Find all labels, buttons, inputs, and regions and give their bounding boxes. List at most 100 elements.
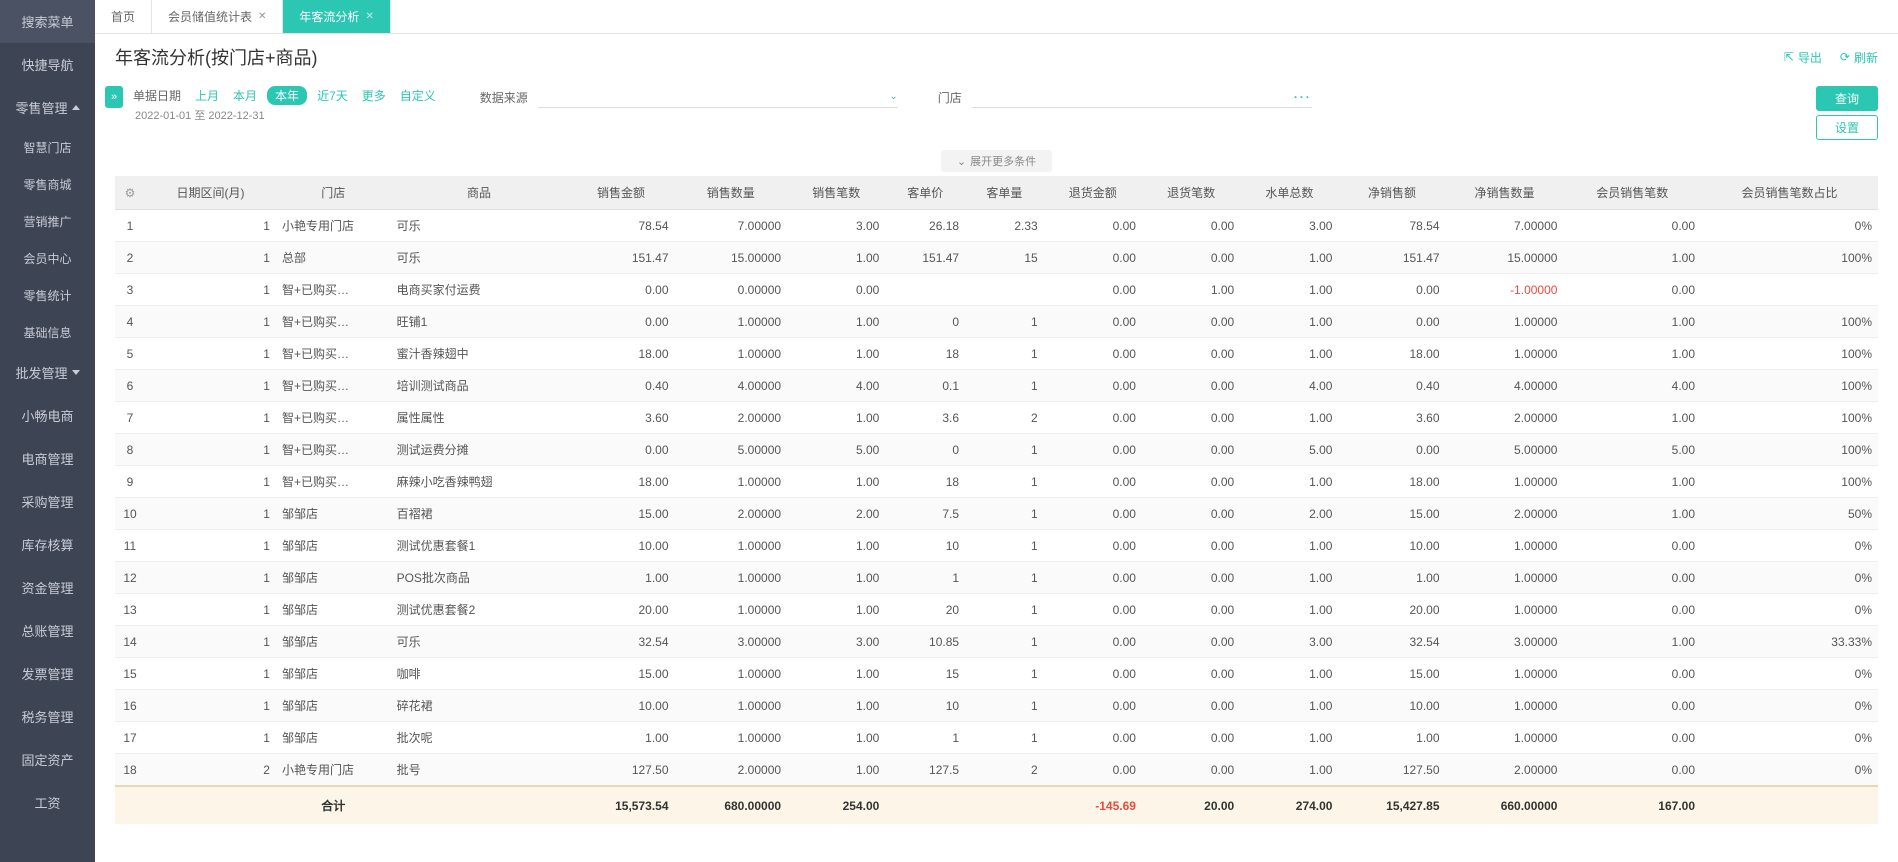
table-cell: 2 — [965, 402, 1044, 434]
table-header-cell[interactable]: 退货笔数 — [1142, 176, 1240, 210]
sidebar-item[interactable]: 零售统计 — [0, 277, 95, 314]
query-button[interactable]: 查询 — [1816, 86, 1878, 111]
date-shortcut[interactable]: 上月 — [191, 86, 223, 105]
sidebar-item[interactable]: 基础信息 — [0, 314, 95, 351]
sidebar-item[interactable]: 小畅电商 — [0, 394, 95, 437]
table-cell: 18.00 — [1338, 466, 1445, 498]
sidebar-item[interactable]: 资金管理 — [0, 566, 95, 609]
table-wrapper[interactable]: ⚙ 日期区间(月)门店商品销售金额销售数量销售笔数客单价客单量退货金额退货笔数水单… — [95, 176, 1898, 862]
tab[interactable]: 年客流分析 ✕ — [283, 0, 390, 33]
table-header-cell[interactable]: 销售笔数 — [787, 176, 885, 210]
table-row[interactable]: 21总部可乐151.4715.000001.00151.47150.000.00… — [115, 242, 1878, 274]
sidebar-item[interactable]: 发票管理 — [0, 652, 95, 695]
table-row[interactable]: 151邹邹店咖啡15.001.000001.001510.000.001.001… — [115, 658, 1878, 690]
sidebar-item[interactable]: 零售商城 — [0, 166, 95, 203]
table-cell: 1.00000 — [1446, 658, 1564, 690]
collapse-handle[interactable]: » — [105, 86, 123, 108]
table-cell: 百褶裙 — [391, 498, 568, 530]
store-dropdown[interactable]: ··· — [972, 86, 1312, 108]
source-dropdown[interactable]: ⌄ — [538, 86, 898, 108]
table-cell: 1 — [145, 530, 276, 562]
table-row[interactable]: 131邹邹店测试优惠套餐220.001.000001.002010.000.00… — [115, 594, 1878, 626]
table-row[interactable]: 31智+已购买…电商买家付运费0.000.000000.000.001.001.… — [115, 274, 1878, 306]
table-cell: 可乐 — [391, 210, 568, 242]
tab[interactable]: 会员储值统计表✕ — [152, 0, 283, 33]
table-header-cell[interactable]: 会员销售笔数 — [1563, 176, 1701, 210]
sidebar-item[interactable]: 库存核算 — [0, 523, 95, 566]
table-row[interactable]: 11小艳专用门店可乐78.547.000003.0026.182.330.000… — [115, 210, 1878, 242]
table-row[interactable]: 51智+已购买…蜜汁香辣翅中18.001.000001.001810.000.0… — [115, 338, 1878, 370]
table-header-cell[interactable]: 商品 — [391, 176, 568, 210]
export-button[interactable]: ⇱ 导出 — [1784, 49, 1822, 66]
table-row[interactable]: 41智+已购买…旺铺10.001.000001.00010.000.001.00… — [115, 306, 1878, 338]
table-row[interactable]: 111邹邹店测试优惠套餐110.001.000001.001010.000.00… — [115, 530, 1878, 562]
table-header-cell[interactable]: 水单总数 — [1240, 176, 1338, 210]
sidebar-item[interactable]: 快捷导航 — [0, 43, 95, 86]
table-cell: 100% — [1701, 338, 1878, 370]
sidebar-item[interactable]: 营销推广 — [0, 203, 95, 240]
table-row[interactable]: 182小艳专用门店批号127.502.000001.00127.520.000.… — [115, 754, 1878, 787]
table-header-cell[interactable]: 退货金额 — [1044, 176, 1142, 210]
sidebar-item[interactable]: 电商管理 — [0, 437, 95, 480]
date-shortcut[interactable]: 更多 — [358, 86, 390, 105]
table-row[interactable]: 161邹邹店碎花裙10.001.000001.001010.000.001.00… — [115, 690, 1878, 722]
table-cell: 0.00 — [1044, 530, 1142, 562]
sidebar-item[interactable]: 工资 — [0, 781, 95, 824]
date-shortcut[interactable]: 本月 — [229, 86, 261, 105]
table-cell: 1 — [145, 690, 276, 722]
tab[interactable]: 首页 — [95, 0, 152, 33]
close-icon[interactable]: ✕ — [258, 11, 266, 22]
date-shortcut[interactable]: 自定义 — [396, 86, 440, 105]
table-row[interactable]: 101邹邹店百褶裙15.002.000002.007.510.000.002.0… — [115, 498, 1878, 530]
date-shortcut[interactable]: 本年 — [267, 86, 307, 105]
refresh-button[interactable]: ⟳ 刷新 — [1840, 49, 1878, 66]
sidebar-item[interactable]: 搜索菜单 — [0, 0, 95, 43]
sidebar-item[interactable]: 采购管理 — [0, 480, 95, 523]
sidebar-item[interactable]: 固定资产 — [0, 738, 95, 781]
table-cell: 2.00000 — [675, 402, 788, 434]
table-cell: 10 — [885, 690, 965, 722]
total-cell: 660.00000 — [1446, 786, 1564, 824]
table-cell: 1.00 — [1240, 466, 1338, 498]
table-row[interactable]: 81智+已购买…测试运费分摊0.005.000005.00010.000.005… — [115, 434, 1878, 466]
table-header-cell[interactable]: 净销售额 — [1338, 176, 1445, 210]
sidebar-item[interactable]: 总账管理 — [0, 609, 95, 652]
sidebar-item[interactable]: 智慧门店 — [0, 129, 95, 166]
table-row[interactable]: 171邹邹店批次呢1.001.000001.00110.000.001.001.… — [115, 722, 1878, 754]
tab-label: 年客流分析 — [299, 8, 359, 25]
table-header-cell[interactable]: 门店 — [276, 176, 391, 210]
sidebar-item[interactable]: 税务管理 — [0, 695, 95, 738]
sidebar-item[interactable]: 会员中心 — [0, 240, 95, 277]
table-cell: 1.00 — [1240, 242, 1338, 274]
settings-button[interactable]: 设置 — [1816, 115, 1878, 140]
table-row[interactable]: 91智+已购买…麻辣小吃香辣鸭翅18.001.000001.001810.000… — [115, 466, 1878, 498]
table-cell: 15 — [885, 658, 965, 690]
table-cell: 1 — [965, 722, 1044, 754]
close-icon[interactable]: ✕ — [365, 11, 373, 22]
table-cell: 11 — [115, 530, 145, 562]
table-row[interactable]: 61智+已购买…培训测试商品0.404.000004.000.110.000.0… — [115, 370, 1878, 402]
table-cell: 1 — [965, 594, 1044, 626]
gear-icon[interactable]: ⚙ — [125, 186, 136, 200]
table-row[interactable]: 121邹邹店POS批次商品1.001.000001.00110.000.001.… — [115, 562, 1878, 594]
total-cell: 合计 — [276, 786, 391, 824]
expand-conditions-button[interactable]: ⌄ 展开更多条件 — [941, 150, 1052, 172]
table-cell: 0.00 — [1044, 594, 1142, 626]
sidebar-item[interactable]: 零售管理 — [0, 86, 95, 129]
table-header-cell[interactable]: 销售金额 — [567, 176, 674, 210]
sidebar-item[interactable]: 批发管理 — [0, 351, 95, 394]
table-header-cell[interactable]: 日期区间(月) — [145, 176, 276, 210]
table-cell: 智+已购买… — [276, 370, 391, 402]
table-row[interactable]: 141邹邹店可乐32.543.000003.0010.8510.000.003.… — [115, 626, 1878, 658]
table-header-cell[interactable]: 会员销售笔数占比 — [1701, 176, 1878, 210]
table-row[interactable]: 71智+已购买…属性属性3.602.000001.003.620.000.001… — [115, 402, 1878, 434]
table-header-cell[interactable]: 客单量 — [965, 176, 1044, 210]
table-cell: 1 — [145, 242, 276, 274]
table-cell: 3.00 — [787, 210, 885, 242]
table-header-cell[interactable]: 销售数量 — [675, 176, 788, 210]
table-header-cell[interactable]: 净销售数量 — [1446, 176, 1564, 210]
date-shortcut[interactable]: 近7天 — [313, 86, 352, 105]
table-cell: 1.00 — [787, 690, 885, 722]
table-cell: 1 — [885, 722, 965, 754]
table-header-cell[interactable]: 客单价 — [885, 176, 965, 210]
